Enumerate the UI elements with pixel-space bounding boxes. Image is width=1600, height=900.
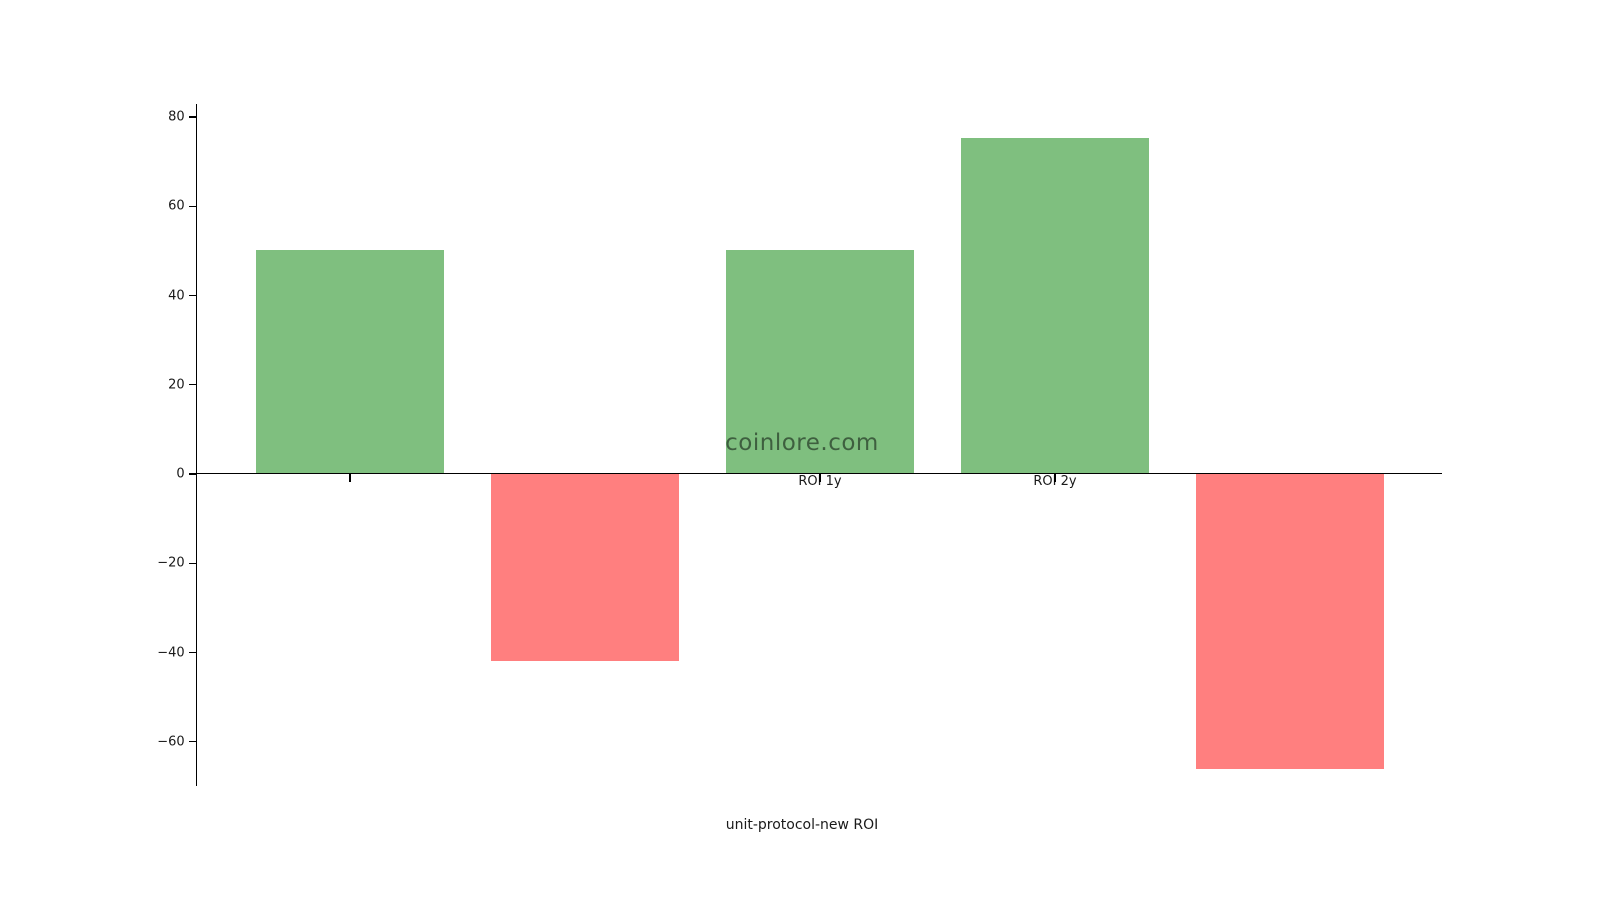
y-tick-mark — [188, 562, 196, 564]
y-tick-label: 0 — [176, 466, 185, 482]
bar-5 — [1196, 474, 1384, 769]
y-tick-mark — [188, 116, 196, 118]
y-tick-label: 40 — [168, 288, 185, 303]
y-tick-mark — [188, 651, 196, 654]
y-tick-label: −40 — [157, 645, 185, 660]
bar-3 — [726, 249, 914, 473]
bar-1 — [256, 249, 444, 473]
y-tick-label: −20 — [157, 555, 185, 571]
y-tick-mark — [188, 205, 196, 207]
y-tick-label: 20 — [168, 377, 185, 393]
x-axis-zero-line — [197, 472, 1442, 474]
bar-4 — [961, 138, 1149, 473]
chart-title: unit-protocol-new ROI — [725, 817, 879, 833]
x-tick-mark — [819, 474, 821, 482]
y-tick-label: −60 — [157, 734, 185, 750]
y-tick-mark — [188, 741, 196, 743]
y-tick-mark — [188, 294, 196, 297]
bar-2 — [491, 474, 679, 662]
y-tick-mark — [188, 384, 196, 386]
x-tick-mark — [1054, 474, 1056, 482]
y-tick-label: 60 — [168, 198, 185, 214]
y-tick-label: 80 — [168, 109, 185, 125]
y-axis-spine — [195, 103, 197, 787]
x-tick-mark — [349, 474, 351, 482]
watermark-text: coinlore.com — [725, 430, 879, 456]
y-tick-mark — [188, 473, 196, 475]
